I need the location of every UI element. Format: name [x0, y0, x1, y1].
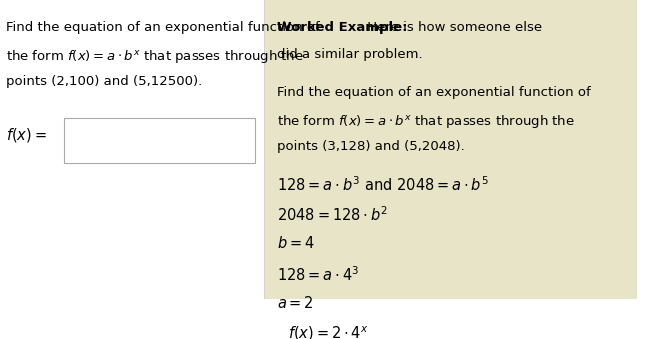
Text: points (2,100) and (5,12500).: points (2,100) and (5,12500). — [7, 75, 203, 88]
Text: $f(x) = 2 \cdot 4^x$: $f(x) = 2 \cdot 4^x$ — [288, 325, 368, 339]
Text: $128 = a \cdot b^3$ and $2048 = a \cdot b^5$: $128 = a \cdot b^3$ and $2048 = a \cdot … — [277, 176, 489, 194]
Text: $128 = a \cdot 4^3$: $128 = a \cdot 4^3$ — [277, 265, 359, 284]
FancyBboxPatch shape — [63, 118, 254, 163]
Text: Here is how someone else: Here is how someone else — [363, 21, 542, 34]
Text: Find the equation of an exponential function of: Find the equation of an exponential func… — [7, 21, 320, 34]
Text: the form $f(x) = a \cdot b^x$ that passes through the: the form $f(x) = a \cdot b^x$ that passe… — [7, 48, 304, 65]
Text: Find the equation of an exponential function of: Find the equation of an exponential func… — [277, 86, 591, 99]
FancyBboxPatch shape — [268, 315, 389, 339]
Text: points (3,128) and (5,2048).: points (3,128) and (5,2048). — [277, 140, 465, 153]
Text: $f(x) =$: $f(x) =$ — [7, 126, 47, 144]
Text: $2048 = 128 \cdot b^2$: $2048 = 128 \cdot b^2$ — [277, 205, 388, 224]
FancyBboxPatch shape — [0, 0, 264, 299]
Text: $b = 4$: $b = 4$ — [277, 235, 315, 251]
FancyBboxPatch shape — [264, 0, 637, 299]
Text: the form $f(x) = a \cdot b^x$ that passes through the: the form $f(x) = a \cdot b^x$ that passe… — [277, 113, 574, 129]
Text: $a = 2$: $a = 2$ — [277, 295, 314, 311]
Text: Worked Example:: Worked Example: — [277, 21, 407, 34]
Text: did a similar problem.: did a similar problem. — [277, 48, 422, 61]
